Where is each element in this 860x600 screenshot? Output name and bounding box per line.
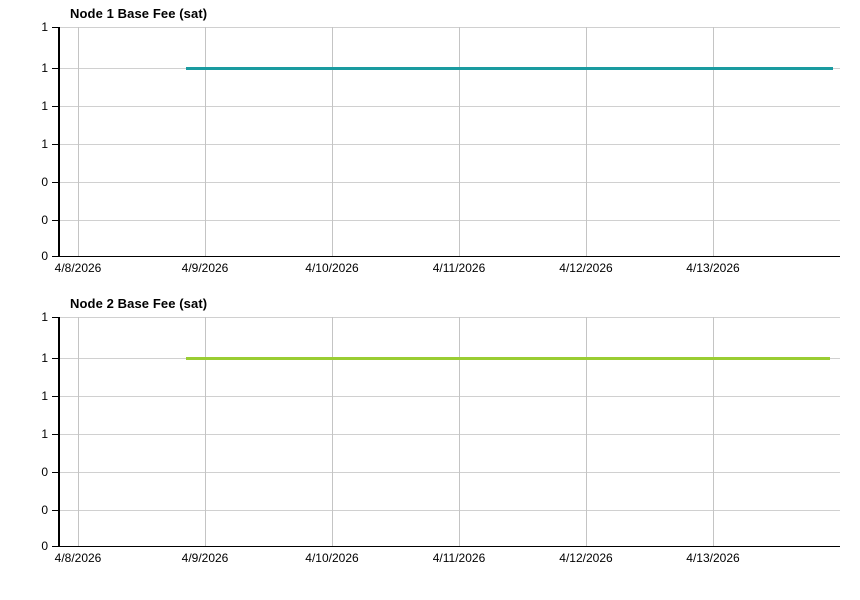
gridline-horizontal (58, 510, 840, 511)
gridline-vertical (586, 27, 587, 256)
x-axis-label: 4/9/2026 (181, 551, 229, 565)
y-axis-tick (52, 256, 58, 257)
y-axis-label: 1 (41, 351, 48, 365)
x-axis-label: 4/11/2026 (432, 261, 486, 275)
gridline-vertical (586, 317, 587, 546)
y-axis-tick (52, 144, 58, 145)
x-axis-label: 4/10/2026 (305, 551, 359, 565)
gridline-vertical (332, 317, 333, 546)
y-axis-tick (52, 27, 58, 28)
y-axis-label: 1 (41, 20, 48, 34)
y-axis-label: 0 (41, 465, 48, 479)
y-axis-label: 1 (41, 310, 48, 324)
gridline-horizontal (58, 396, 840, 397)
series-line (186, 357, 830, 360)
y-axis-label: 1 (41, 389, 48, 403)
x-axis-label: 4/11/2026 (432, 551, 486, 565)
y-axis-tick (52, 358, 58, 359)
y-axis-line (58, 27, 60, 257)
gridline-vertical (332, 27, 333, 256)
y-axis-tick (52, 546, 58, 547)
x-axis-label: 4/13/2026 (686, 261, 740, 275)
y-axis-label: 1 (41, 61, 48, 75)
y-axis-line (58, 317, 60, 547)
chart-title: Node 2 Base Fee (sat) (70, 296, 208, 311)
gridline-horizontal (58, 317, 840, 318)
x-axis-line (58, 256, 840, 257)
y-axis-label: 1 (41, 427, 48, 441)
y-axis-tick (52, 220, 58, 221)
y-axis-tick (52, 182, 58, 183)
series-line (186, 67, 833, 70)
y-axis-tick (52, 317, 58, 318)
x-axis-label: 4/9/2026 (181, 261, 229, 275)
x-axis-label: 4/8/2026 (54, 551, 102, 565)
y-axis-label: 0 (41, 249, 48, 263)
gridline-horizontal (58, 144, 840, 145)
plot-area (58, 27, 840, 257)
gridline-horizontal (58, 27, 840, 28)
y-axis-label: 0 (41, 175, 48, 189)
gridline-horizontal (58, 106, 840, 107)
gridline-horizontal (58, 182, 840, 183)
y-axis-label: 1 (41, 99, 48, 113)
chart-panel-node-2: Node 2 Base Fee (sat) 1 1 1 1 0 0 0 4/8/2026 4/9… (0, 290, 860, 580)
gridline-vertical (205, 27, 206, 256)
y-axis-tick (52, 106, 58, 107)
gridline-vertical (205, 317, 206, 546)
x-axis-label: 4/13/2026 (686, 551, 740, 565)
x-axis-line (58, 546, 840, 547)
gridline-vertical (78, 317, 79, 546)
gridline-vertical (459, 27, 460, 256)
gridline-vertical (713, 27, 714, 256)
gridline-horizontal (58, 472, 840, 473)
gridline-vertical (78, 27, 79, 256)
y-axis-label: 0 (41, 503, 48, 517)
x-axis-label: 4/12/2026 (559, 261, 613, 275)
y-axis-tick (52, 510, 58, 511)
chart-panel-node-1: Node 1 Base Fee (sat) 1 1 1 1 0 0 0 4/8/2026 4/9… (0, 0, 860, 290)
y-axis-label: 0 (41, 213, 48, 227)
y-axis-label: 1 (41, 137, 48, 151)
gridline-horizontal (58, 220, 840, 221)
gridline-horizontal (58, 434, 840, 435)
y-axis-label: 0 (41, 539, 48, 553)
gridline-vertical (713, 317, 714, 546)
y-axis-tick (52, 472, 58, 473)
y-axis-tick (52, 68, 58, 69)
gridline-vertical (459, 317, 460, 546)
x-axis-label: 4/8/2026 (54, 261, 102, 275)
y-axis-tick (52, 396, 58, 397)
chart-title: Node 1 Base Fee (sat) (70, 6, 208, 21)
y-axis-tick (52, 434, 58, 435)
plot-area (58, 317, 840, 547)
x-axis-label: 4/10/2026 (305, 261, 359, 275)
x-axis-label: 4/12/2026 (559, 551, 613, 565)
